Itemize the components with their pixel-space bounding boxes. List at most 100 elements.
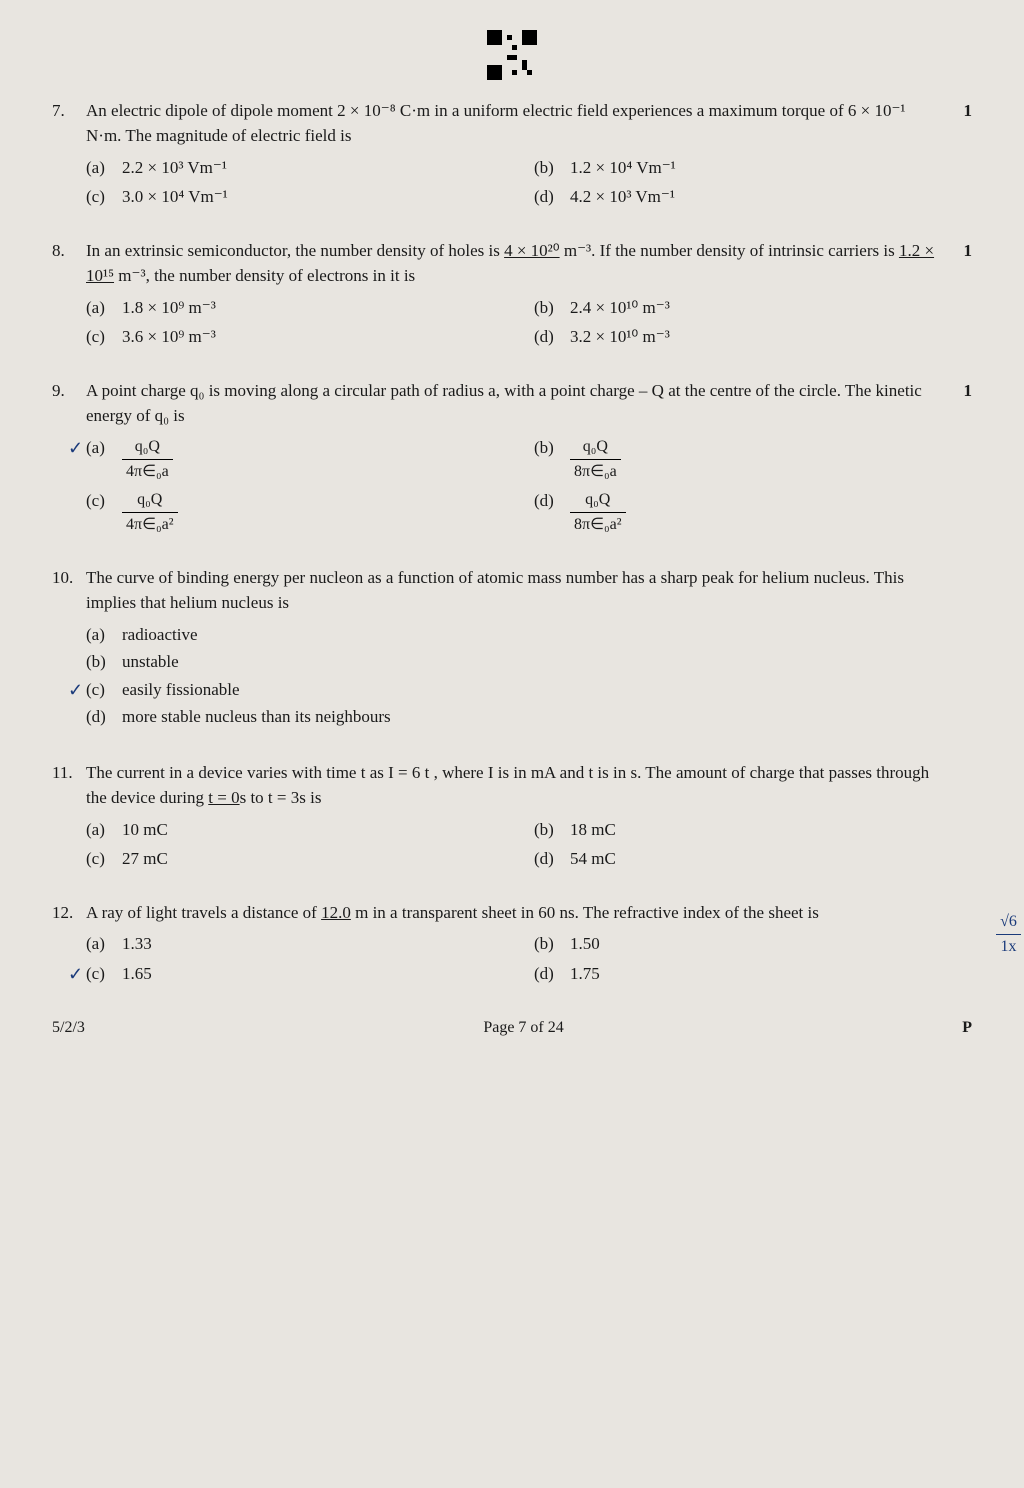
question-number: 7. — [52, 98, 86, 210]
option: (b)1.50 — [534, 931, 942, 957]
option-label: (a) — [86, 155, 122, 181]
option-label: (d) — [534, 846, 570, 872]
option-label: (d) — [534, 324, 570, 350]
question-text: An electric dipole of dipole moment 2 × … — [86, 98, 942, 149]
option: (d)4.2 × 10³ Vm⁻¹ — [534, 184, 942, 210]
option: (a)radioactive — [86, 622, 942, 648]
option-label: (c) — [86, 846, 122, 872]
question-options: (a)10 mC (b)18 mC (c)27 mC (d)54 mC — [86, 817, 942, 872]
question: 11.The current in a device varies with t… — [52, 760, 972, 872]
question-options: (a)radioactive(b)unstable✓(c)easily fiss… — [86, 622, 942, 730]
option-label: (b) — [534, 295, 570, 321]
option-label: (c) — [86, 488, 122, 537]
option-label: (a) — [86, 817, 122, 843]
option-text: 1.50 — [570, 931, 942, 957]
option: ✓(c)easily fissionable — [86, 677, 942, 703]
page-footer: 5/2/3 Page 7 of 24 P — [52, 1016, 972, 1040]
option-text: 54 mC — [570, 846, 942, 872]
option-label: (d) — [534, 184, 570, 210]
option: (d)more stable nucleus than its neighbou… — [86, 704, 942, 730]
option-label: (b) — [534, 931, 570, 957]
option-label: (b) — [534, 435, 570, 484]
option: (b)1.2 × 10⁴ Vm⁻¹ — [534, 155, 942, 181]
option: (d)1.75 — [534, 961, 942, 987]
option-text: 2.4 × 10¹⁰ m⁻³ — [570, 295, 942, 321]
option-text: easily fissionable — [122, 677, 942, 703]
question-number: 11. — [52, 760, 86, 872]
question-marks — [942, 565, 972, 732]
option-label: (c) — [86, 324, 122, 350]
option-text: 1.65 — [122, 961, 494, 987]
question-body: The current in a device varies with time… — [86, 760, 942, 872]
question: 7.An electric dipole of dipole moment 2 … — [52, 98, 972, 210]
option-text: radioactive — [122, 622, 942, 648]
option-text: unstable — [122, 649, 942, 675]
question-text: A point charge q₀ is moving along a circ… — [86, 378, 942, 429]
option-label: (a) — [86, 435, 122, 484]
question-text: The current in a device varies with time… — [86, 760, 942, 811]
paper-code: 5/2/3 — [52, 1016, 85, 1040]
question-body: The curve of binding energy per nucleon … — [86, 565, 942, 732]
option-text: 1.75 — [570, 961, 942, 987]
option-text: 1.33 — [122, 931, 494, 957]
option: (b)18 mC — [534, 817, 942, 843]
question-options: (a)2.2 × 10³ Vm⁻¹ (b)1.2 × 10⁴ Vm⁻¹ (c)3.0… — [86, 155, 942, 210]
option: (d)q₀Q8π∈₀a² — [534, 488, 942, 537]
check-mark: ✓ — [68, 677, 83, 704]
option-text: q₀Q4π∈₀a — [122, 435, 494, 484]
option-text: q₀Q8π∈₀a — [570, 435, 942, 484]
option-text: 3.2 × 10¹⁰ m⁻³ — [570, 324, 942, 350]
pto-mark: P — [962, 1016, 972, 1040]
option-text: more stable nucleus than its neighbours — [122, 704, 942, 730]
question: 8.In an extrinsic semiconductor, the num… — [52, 238, 972, 350]
question-options: ✓(a)q₀Q4π∈₀a(b)q₀Q8π∈₀a(c)q₀Q4π∈₀a²(d)q₀… — [86, 435, 942, 537]
option-label: (c) — [86, 961, 122, 987]
option-text: 3.0 × 10⁴ Vm⁻¹ — [122, 184, 494, 210]
option: (d)54 mC — [534, 846, 942, 872]
question-body: A ray of light travels a distance of 12.… — [86, 900, 942, 987]
check-mark: ✓ — [68, 435, 83, 462]
question-marks — [942, 760, 972, 872]
option-text: 27 mC — [122, 846, 494, 872]
exam-page: 7.An electric dipole of dipole moment 2 … — [52, 30, 972, 1040]
question-options: (a)1.33 (b)1.50 ✓(c)1.65 (d)1.75 — [86, 931, 942, 986]
question-body: A point charge q₀ is moving along a circ… — [86, 378, 942, 537]
option: (b)unstable — [86, 649, 942, 675]
option-text: 1.8 × 10⁹ m⁻³ — [122, 295, 494, 321]
option-label: (b) — [534, 817, 570, 843]
question-number: 8. — [52, 238, 86, 350]
option: (b)2.4 × 10¹⁰ m⁻³ — [534, 295, 942, 321]
question-text: A ray of light travels a distance of 12.… — [86, 900, 942, 926]
option: (c)3.6 × 10⁹ m⁻³ — [86, 324, 494, 350]
option: ✓(c)1.65 — [86, 961, 494, 987]
option-text: 3.6 × 10⁹ m⁻³ — [122, 324, 494, 350]
option: (c)27 mC — [86, 846, 494, 872]
option-label: (d) — [86, 704, 122, 730]
page-number: Page 7 of 24 — [85, 1016, 962, 1040]
option-label: (c) — [86, 184, 122, 210]
option-label: (a) — [86, 931, 122, 957]
option: (a)1.33 — [86, 931, 494, 957]
option-text: 2.2 × 10³ Vm⁻¹ — [122, 155, 494, 181]
option-label: (b) — [534, 155, 570, 181]
question: 9.A point charge q₀ is moving along a ci… — [52, 378, 972, 537]
option-label: (d) — [534, 488, 570, 537]
question: 12.A ray of light travels a distance of … — [52, 900, 972, 987]
question-number: 10. — [52, 565, 86, 732]
option-label: (a) — [86, 295, 122, 321]
option-text: 4.2 × 10³ Vm⁻¹ — [570, 184, 942, 210]
question: 10.The curve of binding energy per nucle… — [52, 565, 972, 732]
option-text: 10 mC — [122, 817, 494, 843]
qr-code — [52, 30, 972, 88]
option-label: (d) — [534, 961, 570, 987]
option-text: 18 mC — [570, 817, 942, 843]
question-marks: 1 — [942, 378, 972, 537]
option: (a)1.8 × 10⁹ m⁻³ — [86, 295, 494, 321]
option: (c)3.0 × 10⁴ Vm⁻¹ — [86, 184, 494, 210]
option: (b)q₀Q8π∈₀a — [534, 435, 942, 484]
option-text: q₀Q8π∈₀a² — [570, 488, 942, 537]
option: (d)3.2 × 10¹⁰ m⁻³ — [534, 324, 942, 350]
option-text: q₀Q4π∈₀a² — [122, 488, 494, 537]
question-marks — [942, 900, 972, 987]
option: (a)10 mC — [86, 817, 494, 843]
